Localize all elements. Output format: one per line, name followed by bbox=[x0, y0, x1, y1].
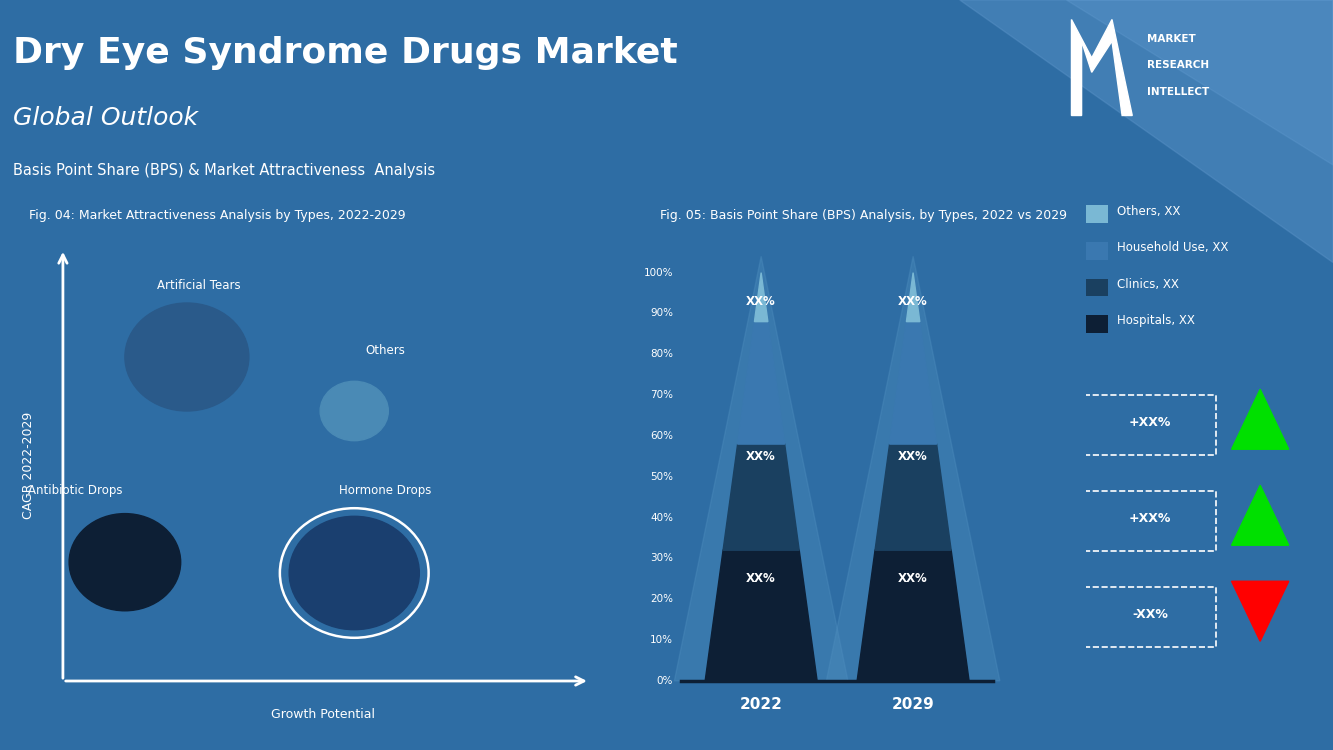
Polygon shape bbox=[754, 273, 768, 322]
Text: CAGR 2022-2029: CAGR 2022-2029 bbox=[23, 411, 36, 519]
Text: 40%: 40% bbox=[651, 512, 673, 523]
Polygon shape bbox=[960, 0, 1333, 262]
Polygon shape bbox=[722, 444, 800, 550]
Text: 100%: 100% bbox=[644, 268, 673, 278]
FancyBboxPatch shape bbox=[1086, 206, 1109, 223]
Circle shape bbox=[125, 303, 249, 411]
Polygon shape bbox=[1232, 581, 1289, 641]
Text: 20%: 20% bbox=[651, 594, 673, 604]
Circle shape bbox=[320, 381, 388, 441]
Text: Antibiotic Drops: Antibiotic Drops bbox=[28, 484, 123, 497]
Text: XX%: XX% bbox=[898, 450, 928, 463]
Text: 0%: 0% bbox=[657, 676, 673, 686]
Text: XX%: XX% bbox=[898, 295, 928, 307]
Text: XX%: XX% bbox=[746, 572, 776, 585]
Text: Others: Others bbox=[365, 344, 405, 357]
Polygon shape bbox=[906, 273, 920, 322]
Text: 90%: 90% bbox=[651, 308, 673, 319]
Circle shape bbox=[289, 516, 420, 630]
Polygon shape bbox=[674, 256, 848, 681]
Text: INTELLECT: INTELLECT bbox=[1148, 87, 1209, 97]
FancyBboxPatch shape bbox=[1086, 242, 1109, 260]
Text: +XX%: +XX% bbox=[1129, 416, 1172, 429]
Text: -XX%: -XX% bbox=[1132, 608, 1168, 621]
Text: XX%: XX% bbox=[746, 295, 776, 307]
Polygon shape bbox=[705, 550, 817, 681]
Text: 50%: 50% bbox=[651, 472, 673, 482]
Text: MARKET: MARKET bbox=[1148, 34, 1196, 44]
Polygon shape bbox=[737, 322, 785, 444]
Text: 2022: 2022 bbox=[740, 698, 782, 712]
Text: Hormone Drops: Hormone Drops bbox=[339, 484, 432, 497]
Polygon shape bbox=[1072, 20, 1132, 116]
Text: XX%: XX% bbox=[746, 450, 776, 463]
Polygon shape bbox=[889, 322, 937, 444]
Text: 80%: 80% bbox=[651, 350, 673, 359]
Circle shape bbox=[69, 514, 181, 610]
Polygon shape bbox=[874, 444, 952, 550]
Polygon shape bbox=[826, 256, 1000, 681]
FancyBboxPatch shape bbox=[1086, 278, 1109, 296]
Text: Basis Point Share (BPS) & Market Attractiveness  Analysis: Basis Point Share (BPS) & Market Attract… bbox=[13, 164, 436, 178]
Text: Global Outlook: Global Outlook bbox=[13, 106, 199, 130]
Text: Others, XX: Others, XX bbox=[1117, 205, 1181, 218]
Text: +XX%: +XX% bbox=[1129, 512, 1172, 525]
Text: 70%: 70% bbox=[651, 390, 673, 400]
Text: Household Use, XX: Household Use, XX bbox=[1117, 242, 1229, 254]
Text: Fig. 05: Basis Point Share (BPS) Analysis, by Types, 2022 vs 2029: Fig. 05: Basis Point Share (BPS) Analysi… bbox=[660, 209, 1066, 221]
Polygon shape bbox=[1232, 389, 1289, 449]
Text: 2029: 2029 bbox=[892, 698, 934, 712]
Text: Clinics, XX: Clinics, XX bbox=[1117, 278, 1180, 291]
Polygon shape bbox=[1232, 485, 1289, 545]
Text: Artificial Tears: Artificial Tears bbox=[157, 279, 241, 292]
Text: Dry Eye Syndrome Drugs Market: Dry Eye Syndrome Drugs Market bbox=[13, 35, 678, 70]
Text: Growth Potential: Growth Potential bbox=[271, 709, 376, 722]
Polygon shape bbox=[857, 550, 969, 681]
Text: RESEARCH: RESEARCH bbox=[1148, 60, 1209, 70]
Text: Hospitals, XX: Hospitals, XX bbox=[1117, 314, 1196, 328]
Text: 30%: 30% bbox=[651, 554, 673, 563]
Text: Fig. 04: Market Attractiveness Analysis by Types, 2022-2029: Fig. 04: Market Attractiveness Analysis … bbox=[29, 209, 405, 221]
Text: 10%: 10% bbox=[651, 635, 673, 645]
Text: 60%: 60% bbox=[651, 431, 673, 441]
Text: XX%: XX% bbox=[898, 572, 928, 585]
Polygon shape bbox=[1066, 0, 1333, 165]
FancyBboxPatch shape bbox=[1086, 315, 1109, 333]
